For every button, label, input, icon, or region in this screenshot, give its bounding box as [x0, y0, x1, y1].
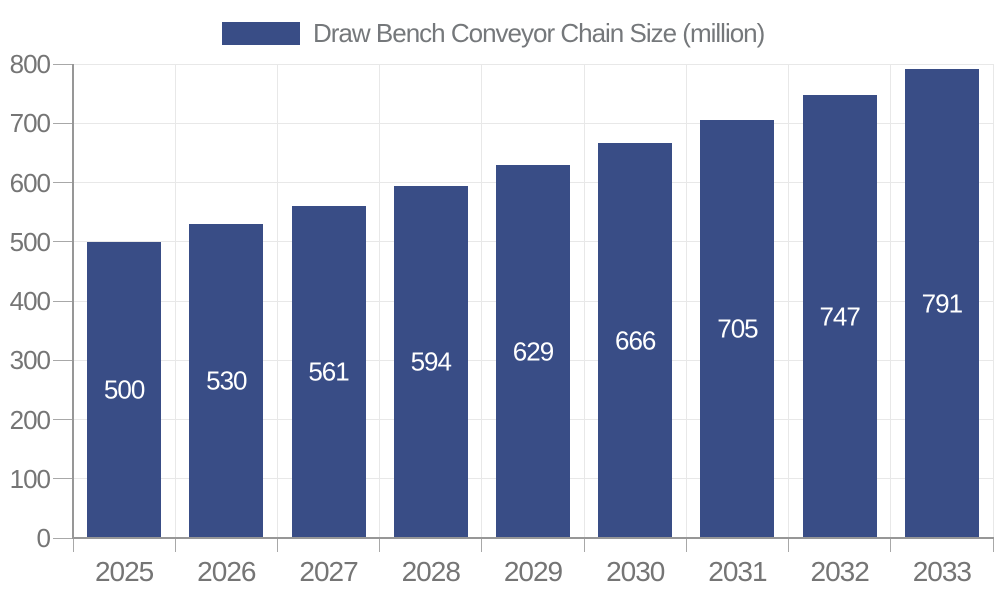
v-gridline	[174, 64, 176, 538]
x-tick-label-2025: 2025	[94, 556, 154, 587]
v-gridline	[583, 64, 585, 538]
x-tick-label-2026: 2026	[197, 556, 256, 587]
bar-2026[interactable]: 530	[189, 223, 264, 538]
bar-2029[interactable]: 629	[496, 165, 570, 538]
bar-value-label: 594	[410, 346, 452, 377]
x-tick-label-2028: 2028	[401, 556, 461, 587]
bar-value-label: 500	[103, 374, 145, 405]
x-tick-label-2027: 2027	[299, 556, 358, 587]
bar-2032[interactable]: 747	[802, 95, 877, 538]
bar-2025[interactable]: 500	[87, 241, 162, 538]
y-tick-mark	[53, 300, 73, 302]
y-tick-mark	[53, 63, 73, 65]
bar-value-label: 629	[512, 336, 554, 367]
h-gridline	[73, 122, 993, 124]
v-gridline	[992, 64, 994, 538]
x-tick-label-2030: 2030	[606, 556, 665, 587]
bar-2028[interactable]: 594	[393, 186, 468, 538]
y-tick-mark	[53, 537, 73, 539]
x-tick-mark	[174, 538, 176, 552]
y-tick-label: 300	[9, 345, 51, 376]
y-tick-mark	[53, 478, 73, 480]
bar-2031[interactable]: 705	[700, 120, 775, 538]
v-gridline	[481, 64, 483, 538]
x-tick-mark	[788, 538, 790, 552]
y-tick-mark	[53, 122, 73, 124]
v-gridline	[788, 64, 790, 538]
legend-label: Draw Bench Conveyor Chain Size (million)	[313, 18, 765, 48]
y-tick-label: 500	[9, 226, 51, 257]
y-tick-mark	[53, 182, 73, 183]
y-tick-label: 700	[9, 108, 51, 139]
y-tick-mark	[53, 241, 73, 243]
y-axis-line	[72, 64, 74, 539]
y-tick-label: 200	[9, 404, 51, 435]
bar-2033[interactable]: 791	[904, 69, 979, 538]
bar-value-label: 530	[206, 365, 247, 396]
y-tick-mark	[53, 419, 73, 420]
x-tick-mark	[685, 538, 687, 552]
x-axis-line	[72, 537, 994, 539]
y-tick-label: 400	[9, 286, 51, 316]
y-tick-label: 0	[36, 523, 51, 553]
bar-value-label: 666	[615, 325, 656, 356]
h-gridline	[73, 63, 993, 65]
x-tick-label-2031: 2031	[708, 556, 767, 587]
y-tick-mark	[53, 359, 73, 361]
x-tick-label-2029: 2029	[503, 556, 563, 587]
x-tick-mark	[276, 538, 278, 552]
x-tick-mark	[379, 538, 381, 552]
v-gridline	[276, 64, 278, 538]
x-tick-label-2032: 2032	[810, 556, 870, 587]
x-tick-mark	[72, 538, 74, 552]
v-gridline	[890, 64, 892, 538]
x-tick-mark	[583, 538, 585, 552]
y-tick-label: 800	[9, 49, 51, 79]
bar-value-label: 747	[819, 301, 860, 332]
y-tick-label: 600	[9, 167, 51, 198]
bar-value-label: 561	[308, 356, 349, 387]
y-tick-label: 100	[9, 463, 51, 494]
x-tick-mark	[890, 538, 892, 552]
x-tick-mark	[481, 538, 483, 552]
v-gridline	[685, 64, 687, 538]
x-tick-mark	[992, 538, 994, 552]
chart-legend[interactable]: Draw Bench Conveyor Chain Size (million)	[222, 18, 765, 49]
bar-value-label: 705	[717, 313, 758, 344]
legend-swatch	[222, 22, 300, 45]
bar-2030[interactable]: 666	[598, 143, 673, 538]
bar-2027[interactable]: 561	[291, 205, 366, 538]
v-gridline	[379, 64, 381, 538]
x-tick-label-2033: 2033	[912, 556, 972, 587]
bar-value-label: 791	[921, 288, 963, 319]
